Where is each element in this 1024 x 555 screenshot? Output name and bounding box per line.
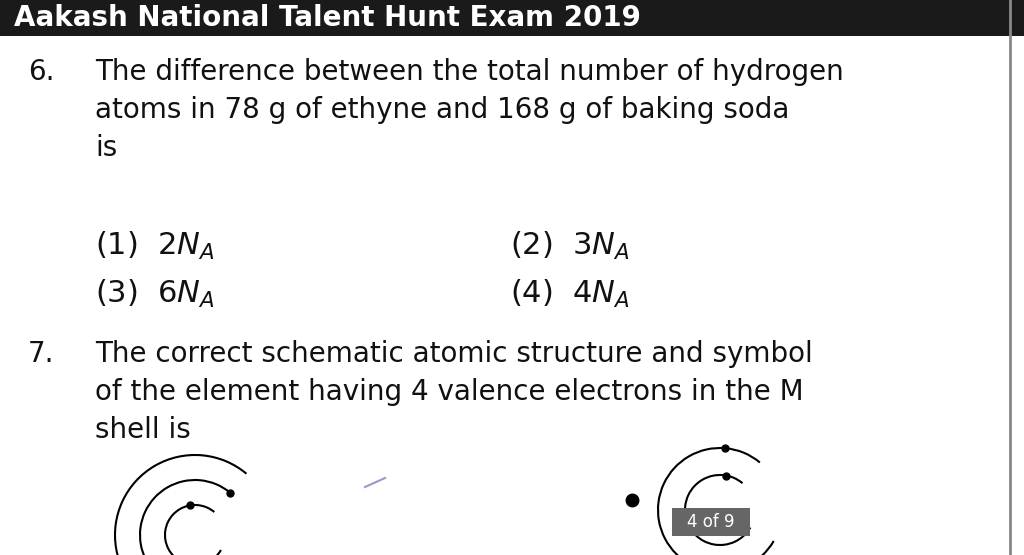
Text: The difference between the total number of hydrogen: The difference between the total number … <box>95 58 844 86</box>
Text: (1)  $2N_A$: (1) $2N_A$ <box>95 230 215 262</box>
Text: atoms in 78 g of ethyne and 168 g of baking soda: atoms in 78 g of ethyne and 168 g of bak… <box>95 96 790 124</box>
Text: of the element having 4 valence electrons in the M: of the element having 4 valence electron… <box>95 378 804 406</box>
Text: (2)  $3N_A$: (2) $3N_A$ <box>510 230 630 262</box>
FancyBboxPatch shape <box>672 508 750 536</box>
Text: 7.: 7. <box>28 340 54 368</box>
Text: Aakash National Talent Hunt Exam 2019: Aakash National Talent Hunt Exam 2019 <box>14 4 641 32</box>
Text: The correct schematic atomic structure and symbol: The correct schematic atomic structure a… <box>95 340 813 368</box>
Text: 4 of 9: 4 of 9 <box>687 513 735 531</box>
Text: (3)  $6N_A$: (3) $6N_A$ <box>95 278 215 310</box>
Text: is: is <box>95 134 118 162</box>
Text: 6.: 6. <box>28 58 54 86</box>
FancyBboxPatch shape <box>0 0 1024 36</box>
Text: (4)  $4N_A$: (4) $4N_A$ <box>510 278 630 310</box>
Text: shell is: shell is <box>95 416 190 444</box>
